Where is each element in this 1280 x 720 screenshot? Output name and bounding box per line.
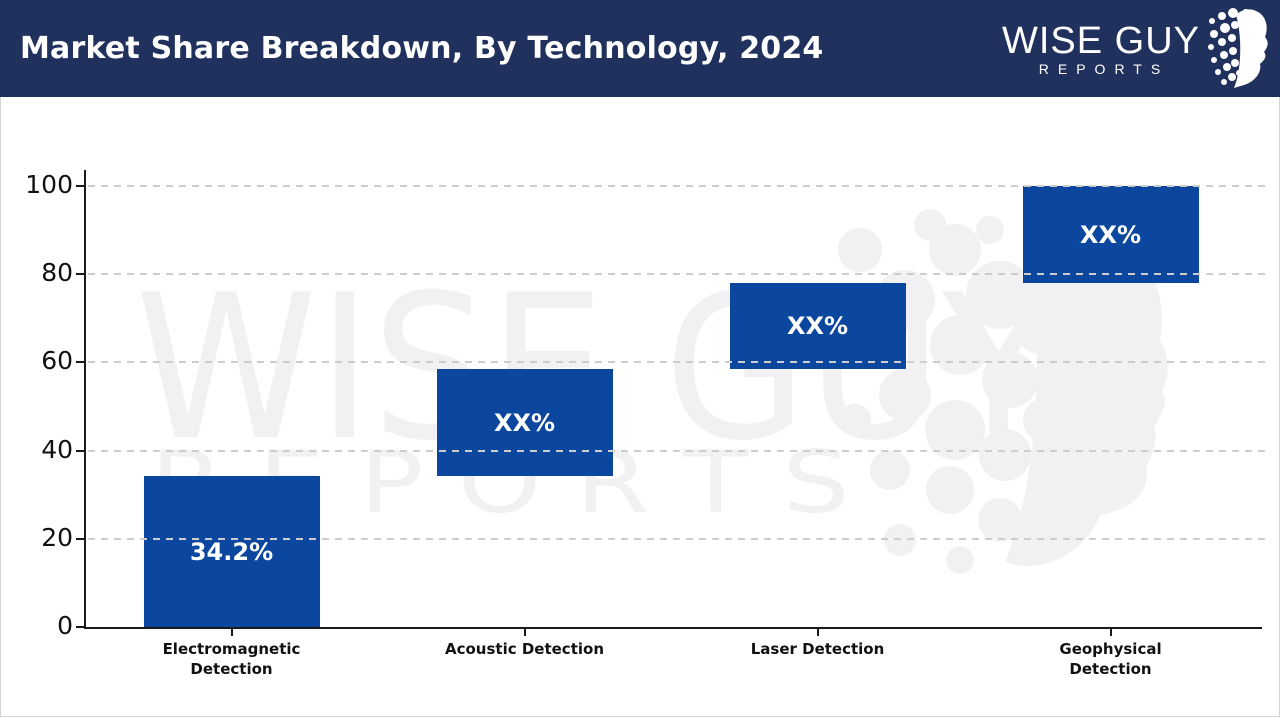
y-tick-20 <box>76 537 84 540</box>
y-tick-label-20: 20 <box>41 522 73 552</box>
bar-segment: XX% <box>1022 186 1199 284</box>
y-axis-line <box>84 170 86 629</box>
bar-segment: XX% <box>436 369 613 477</box>
y-tick-0 <box>76 626 84 628</box>
logo-wordmark-line1: WISE GUY <box>1001 19 1200 62</box>
x-tick <box>1109 629 1112 636</box>
x-category-label: Acoustic Detection <box>445 640 604 658</box>
header-bar: Market Share Breakdown, By Technology, 2… <box>0 0 1280 97</box>
gridline-100 <box>88 185 1266 187</box>
x-axis-line <box>84 627 1262 629</box>
logo-wordmark-line2: REPORTS <box>1038 60 1170 77</box>
bar-segment: XX% <box>729 283 906 369</box>
y-tick-label-40: 40 <box>41 434 73 464</box>
y-tick-label-100: 100 <box>25 170 73 199</box>
y-tick-80 <box>76 273 84 276</box>
bar-segment: 34.2% <box>143 476 320 627</box>
x-tick <box>816 629 819 636</box>
x-tick <box>523 629 526 636</box>
brand-logo: WISE GUY REPORTS <box>1002 7 1280 91</box>
gridline-60 <box>88 361 1266 364</box>
y-tick-100 <box>76 185 84 187</box>
logo-head-icon <box>1208 7 1268 88</box>
y-tick-label-80: 80 <box>41 258 73 288</box>
page-title: Market Share Breakdown, By Technology, 2… <box>20 31 824 66</box>
x-tick <box>230 629 233 636</box>
bar-value-label: 34.2% <box>189 537 274 566</box>
gridline-80 <box>88 273 1266 276</box>
bar-value-label: XX% <box>786 312 849 340</box>
x-category-label: Electromagnetic Detection <box>162 640 301 678</box>
gridline-20 <box>88 537 1266 540</box>
x-category-label: Laser Detection <box>750 640 885 658</box>
y-tick-label-0: 0 <box>57 611 73 640</box>
y-tick-40 <box>76 449 84 452</box>
y-tick-60 <box>76 361 84 364</box>
logo-wordmark: WISE GUY REPORTS <box>1002 21 1200 77</box>
bar-value-label: XX% <box>1079 220 1142 249</box>
bar-value-label: XX% <box>493 408 556 437</box>
gridline-40 <box>88 449 1266 452</box>
y-tick-label-60: 60 <box>41 346 73 376</box>
x-category-label: Geophysical Detection <box>1059 640 1162 678</box>
